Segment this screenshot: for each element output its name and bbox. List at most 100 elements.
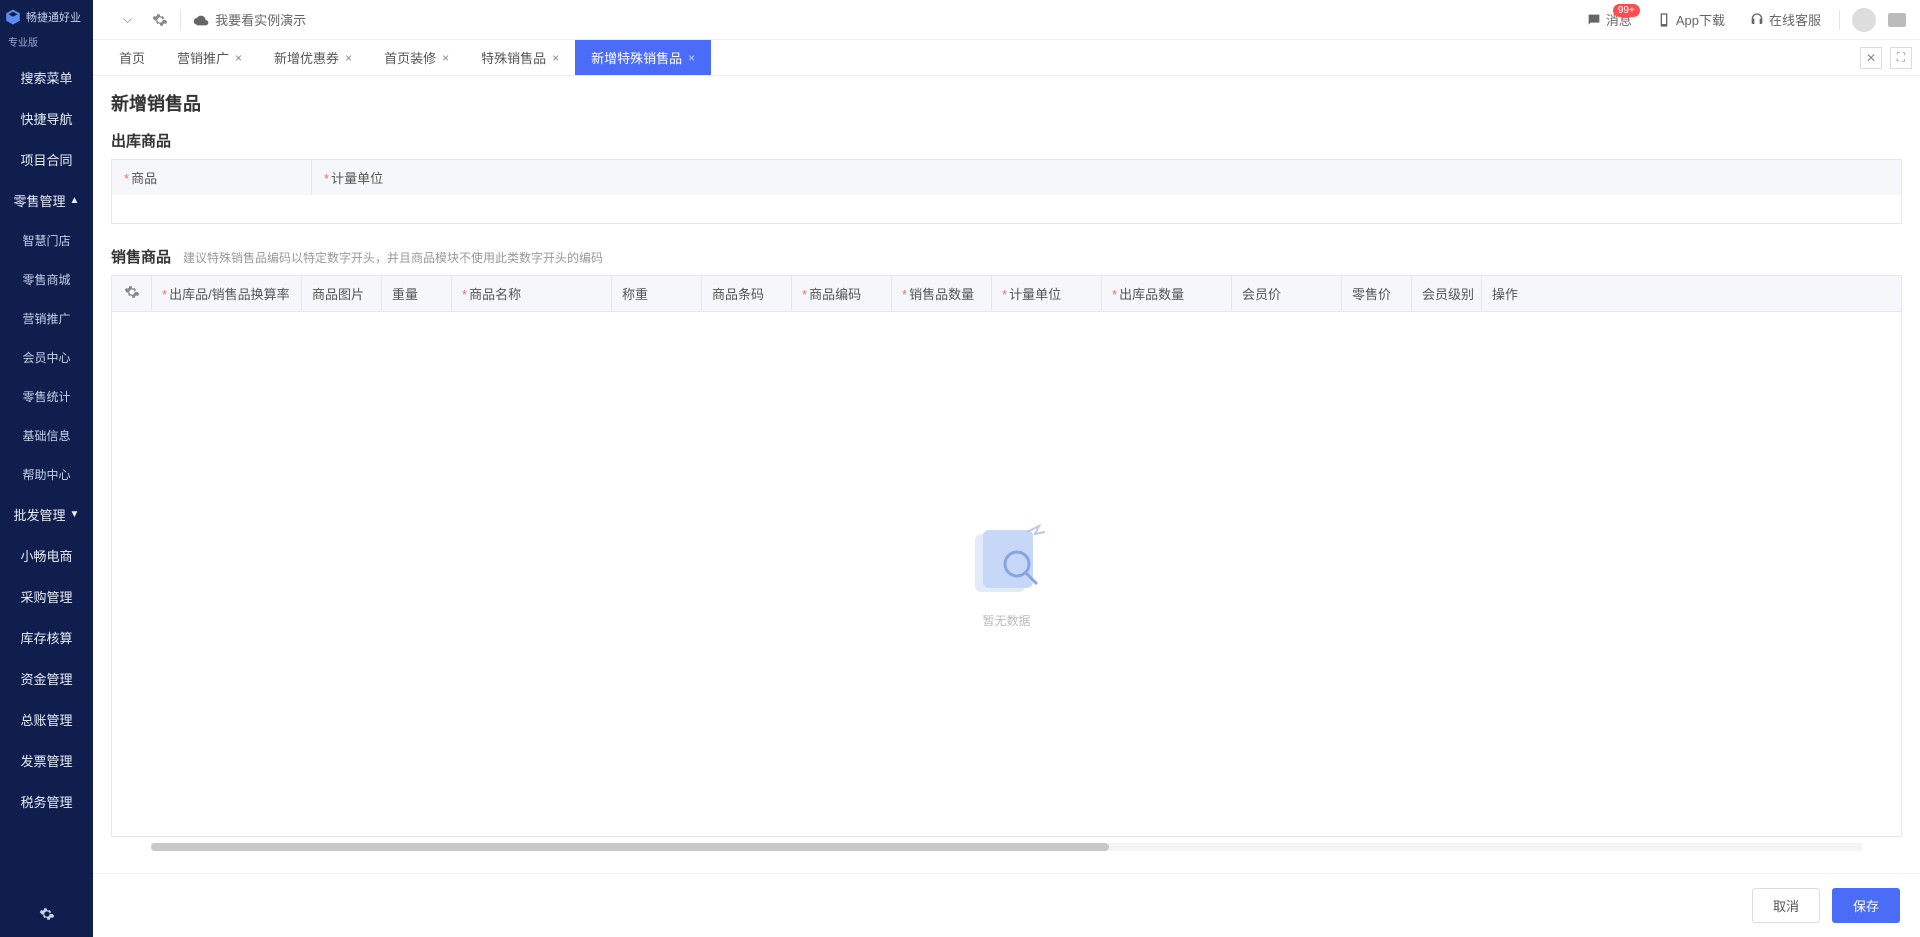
sidebar-item[interactable]: 采购管理	[0, 576, 93, 617]
sales-table: *出库品/销售品换算率商品图片重量*商品名称称重商品条码*商品编码*销售品数量*…	[111, 275, 1902, 837]
support-label: 在线客服	[1769, 10, 1821, 29]
sidebar-item[interactable]: 会员中心	[0, 338, 93, 377]
sidebar-item[interactable]: 营销推广	[0, 299, 93, 338]
sidebar-item[interactable]: 零售管理▲	[0, 180, 93, 221]
main-area: ⌵ 我要看实例演示 消息 99+ App下载 在线客服	[93, 0, 1920, 937]
tab-label: 首页装修	[384, 48, 436, 67]
app-download-label: App下载	[1676, 10, 1725, 29]
demo-link[interactable]: 我要看实例演示	[193, 10, 306, 29]
sales-column-header[interactable]: 称重	[612, 276, 702, 311]
sales-hint: 建议特殊销售品编码以特定数字开头，并且商品模块不使用此类数字开头的编码	[183, 249, 603, 266]
sidebar-item[interactable]: 项目合同	[0, 139, 93, 180]
outbound-table-body[interactable]	[112, 195, 1901, 223]
tab-label: 新增特殊销售品	[591, 48, 682, 67]
divider	[1839, 10, 1840, 30]
tabs-controls: ✕ ⛶	[1852, 40, 1920, 75]
more-icon[interactable]	[1888, 13, 1906, 27]
sidebar-item[interactable]: 批发管理▼	[0, 494, 93, 535]
app-download-button[interactable]: App下载	[1650, 10, 1731, 29]
empty-illustration-icon	[957, 520, 1057, 600]
avatar[interactable]	[1852, 8, 1876, 32]
scrollbar-thumb[interactable]	[151, 843, 1109, 851]
sales-title: 销售商品	[111, 246, 171, 267]
sidebar-item[interactable]: 基础信息	[0, 416, 93, 455]
tab[interactable]: 新增特殊销售品 ×	[575, 40, 711, 75]
sales-column-header[interactable]: *出库品数量	[1102, 276, 1232, 311]
close-icon[interactable]: ×	[442, 51, 449, 65]
gear-icon	[124, 284, 140, 300]
brand-edition: 专业版	[0, 34, 93, 57]
close-icon[interactable]: ×	[688, 51, 695, 65]
brand-logo: 畅捷通好业	[0, 0, 93, 34]
org-selector[interactable]: ⌵	[107, 8, 140, 31]
outbound-col-product: *商品	[112, 160, 312, 195]
sales-column-header[interactable]: *出库品/销售品换算率	[152, 276, 302, 311]
sales-column-header[interactable]: *商品编码	[792, 276, 892, 311]
side-nav: 搜索菜单快捷导航项目合同零售管理▲智慧门店零售商城营销推广会员中心零售统计基础信…	[0, 57, 93, 894]
close-icon[interactable]: ×	[235, 51, 242, 65]
outbound-section: 出库商品 *商品 *计量单位	[111, 130, 1902, 224]
horizontal-scrollbar[interactable]	[151, 843, 1862, 851]
empty-text: 暂无数据	[982, 612, 1030, 629]
sales-column-header[interactable]: *计量单位	[992, 276, 1102, 311]
sales-column-header[interactable]: 会员级别	[1412, 276, 1482, 311]
sidebar-item[interactable]: 资金管理	[0, 658, 93, 699]
sidebar-item[interactable]: 总账管理	[0, 699, 93, 740]
sales-table-head: *出库品/销售品换算率商品图片重量*商品名称称重商品条码*商品编码*销售品数量*…	[112, 276, 1901, 312]
sidebar-item[interactable]: 快捷导航	[0, 98, 93, 139]
page-title: 新增销售品	[111, 90, 1902, 116]
sales-column-header[interactable]: 重量	[382, 276, 452, 311]
sidebar-item[interactable]: 搜索菜单	[0, 57, 93, 98]
sidebar-item[interactable]: 税务管理	[0, 781, 93, 822]
message-icon	[1586, 12, 1602, 28]
caret-icon: ▲	[70, 195, 80, 206]
divider	[180, 10, 181, 30]
tab[interactable]: 首页	[103, 40, 161, 75]
sidebar-item[interactable]: 帮助中心	[0, 455, 93, 494]
tab-label: 特殊销售品	[481, 48, 546, 67]
headset-icon	[1749, 12, 1765, 28]
sidebar-item[interactable]: 库存核算	[0, 617, 93, 658]
chevron-down-icon: ⌵	[123, 12, 132, 27]
messages-button[interactable]: 消息 99+	[1580, 10, 1638, 29]
tab-close-all-button[interactable]: ✕	[1860, 47, 1882, 69]
action-bar: 取消 保存	[93, 873, 1920, 937]
tab-label: 营销推广	[177, 48, 229, 67]
sidebar-item[interactable]: 零售商城	[0, 260, 93, 299]
settings-icon[interactable]	[39, 906, 55, 922]
tab-fullscreen-button[interactable]: ⛶	[1890, 47, 1912, 69]
sales-column-header[interactable]: 商品条码	[702, 276, 792, 311]
tab[interactable]: 首页装修 ×	[368, 40, 465, 75]
cancel-button[interactable]: 取消	[1752, 888, 1820, 923]
tab[interactable]: 特殊销售品 ×	[465, 40, 575, 75]
outbound-col-unit: *计量单位	[312, 160, 1901, 195]
gear-icon[interactable]	[152, 12, 168, 28]
close-icon[interactable]: ×	[345, 51, 352, 65]
sidebar-footer	[0, 894, 93, 937]
tab-bar: 首页营销推广×新增优惠券×首页装修×特殊销售品×新增特殊销售品× ✕ ⛶	[93, 40, 1920, 76]
sales-column-header[interactable]: 商品图片	[302, 276, 382, 311]
table-settings-cell[interactable]	[112, 276, 152, 311]
sales-column-header[interactable]: 会员价	[1232, 276, 1342, 311]
sales-column-header[interactable]: *商品名称	[452, 276, 612, 311]
content: 新增销售品 出库商品 *商品 *计量单位 销售商品 建议特殊销售品编码以特定数字…	[93, 76, 1920, 873]
tab[interactable]: 营销推广 ×	[161, 40, 258, 75]
logo-icon	[4, 8, 22, 26]
sidebar-item[interactable]: 小畅电商	[0, 535, 93, 576]
messages-badge: 99+	[1613, 4, 1640, 17]
sales-column-header[interactable]: *销售品数量	[892, 276, 992, 311]
tab-label: 首页	[119, 48, 145, 67]
caret-icon: ▼	[70, 509, 80, 520]
sales-column-header[interactable]: 零售价	[1342, 276, 1412, 311]
sidebar: 畅捷通好业 专业版 搜索菜单快捷导航项目合同零售管理▲智慧门店零售商城营销推广会…	[0, 0, 93, 937]
sidebar-item[interactable]: 智慧门店	[0, 221, 93, 260]
sidebar-item[interactable]: 发票管理	[0, 740, 93, 781]
outbound-table-head: *商品 *计量单位	[112, 160, 1901, 195]
sales-column-header[interactable]: 操作	[1482, 276, 1542, 311]
save-button[interactable]: 保存	[1832, 888, 1900, 923]
close-icon[interactable]: ×	[552, 51, 559, 65]
tab[interactable]: 新增优惠券×	[258, 40, 368, 75]
support-button[interactable]: 在线客服	[1743, 10, 1827, 29]
phone-icon	[1656, 12, 1672, 28]
sidebar-item[interactable]: 零售统计	[0, 377, 93, 416]
